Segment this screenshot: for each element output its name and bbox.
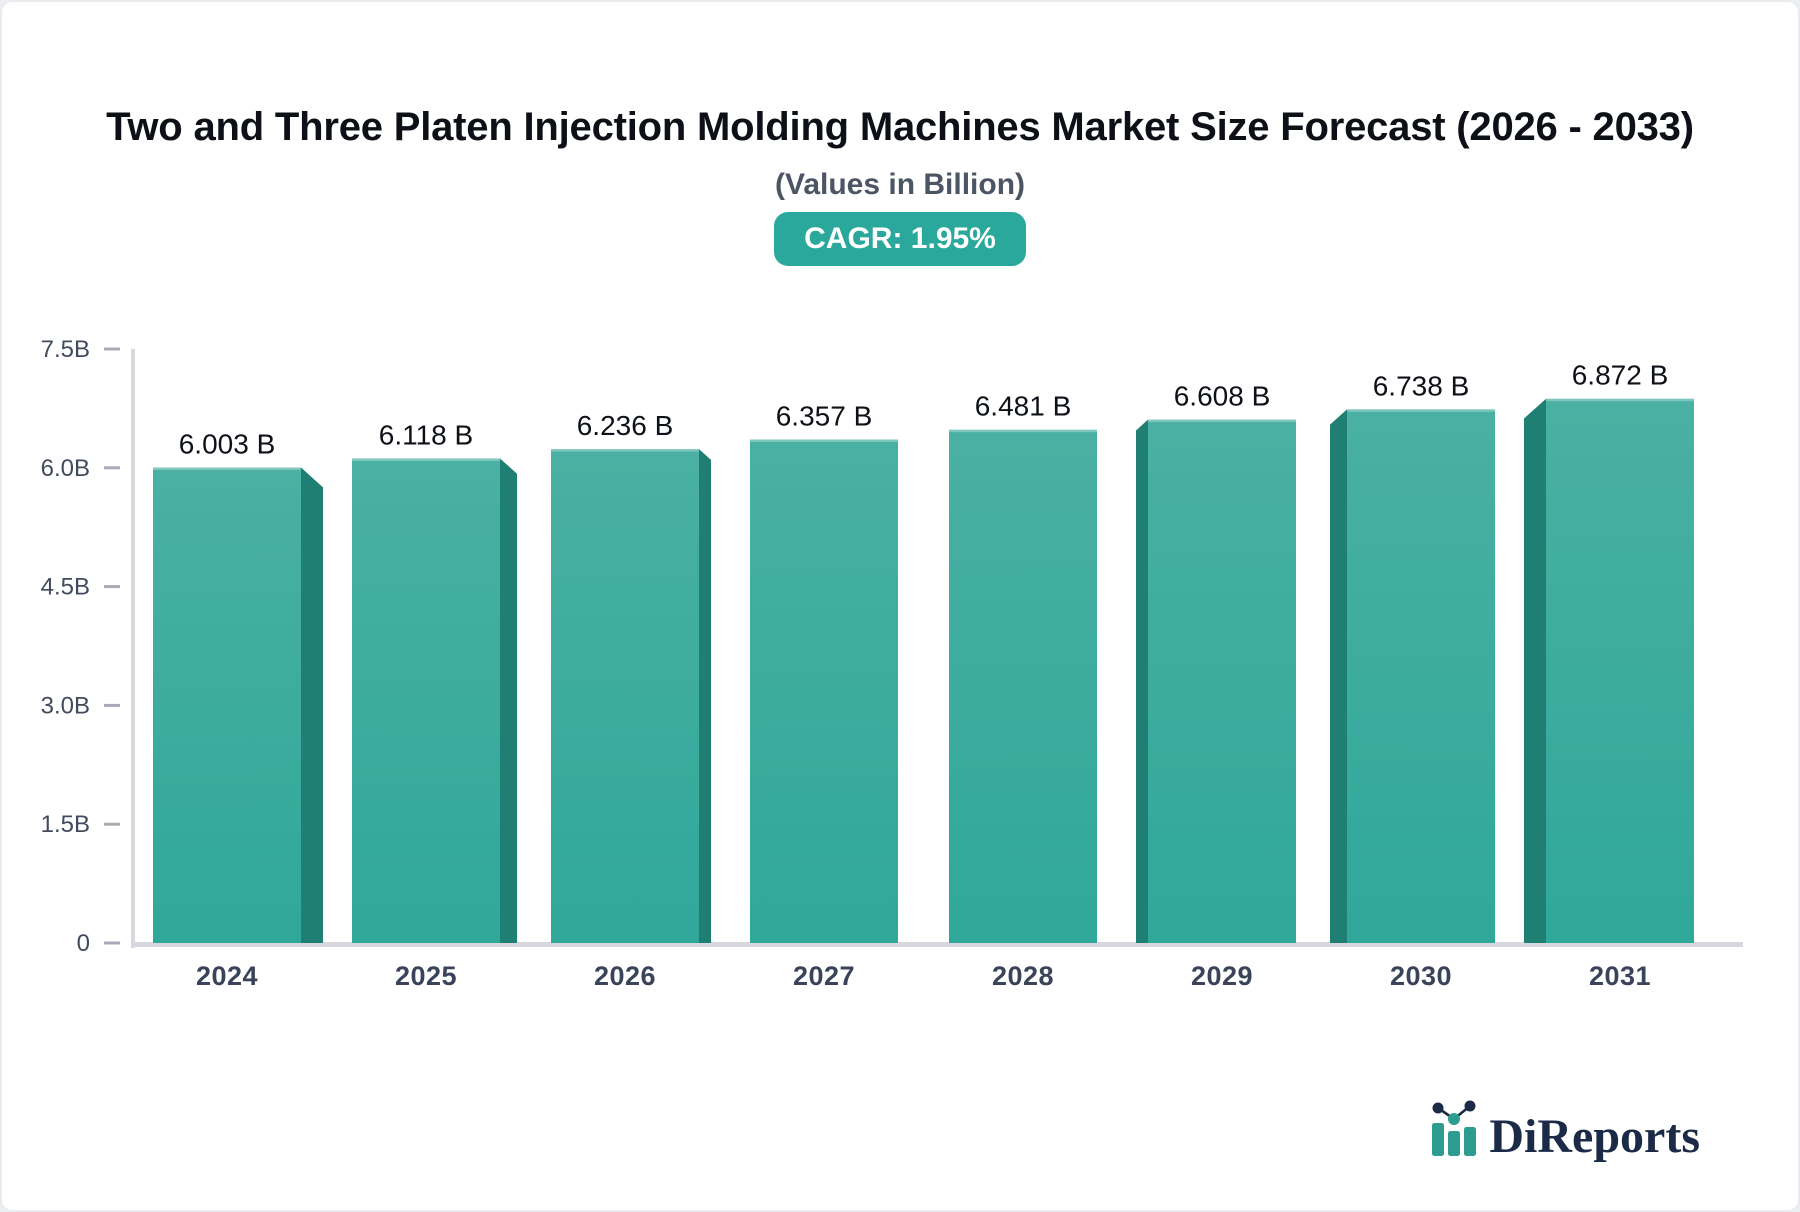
bar-group-2028: 6.481 B 2028 (949, 391, 1097, 991)
bar-2024 (153, 467, 301, 943)
x-axis-label-2031: 2031 (1589, 961, 1651, 991)
bar-group-2024: 6.003 B 2024 (153, 429, 323, 991)
bar-side-face (301, 467, 323, 943)
bar-group-2029: 6.608 B 2029 (1136, 381, 1296, 991)
chart-subtitle: (Values in Billion) (774, 168, 1026, 201)
bar-side-face (1136, 419, 1148, 944)
bar-top-highlight (1546, 398, 1694, 402)
x-axis-label-2026: 2026 (594, 961, 656, 991)
y-axis-label-7.5B: 7.5B (41, 336, 90, 363)
bar-side-face (1330, 409, 1347, 943)
x-axis-line (131, 942, 1743, 947)
chart-title: Two and Three Platen Injection Molding M… (106, 105, 1694, 149)
y-axis-label-6.0B: 6.0B (41, 455, 90, 482)
bar-2026 (551, 449, 699, 943)
bar-value-label-2031: 6.872 B (1572, 360, 1669, 391)
y-axis-line (131, 349, 135, 948)
x-axis-label-2029: 2029 (1191, 961, 1253, 991)
bar-2031 (1546, 398, 1694, 943)
bar-top-highlight (949, 429, 1097, 433)
bar-group-2031: 6.872 B 2031 (1524, 360, 1694, 991)
bar-top-highlight (352, 458, 500, 461)
bar-group-2030: 6.738 B 2030 (1330, 370, 1495, 991)
bar-group-2026: 6.236 B 2026 (551, 410, 711, 991)
bar-group-2025: 6.118 B 2025 (352, 419, 517, 991)
bar-top-highlight (750, 439, 898, 443)
brand-logo: DiReports (1428, 1096, 1700, 1164)
bar-2030 (1347, 409, 1495, 943)
y-axis-label-4.5B: 4.5B (41, 574, 90, 601)
bar-2029 (1148, 419, 1296, 944)
x-axis-label-2025: 2025 (395, 961, 457, 991)
chart-header: Two and Three Platen Injection Molding M… (2, 98, 1798, 266)
x-axis-label-2028: 2028 (992, 961, 1054, 991)
bar-group-2027: 6.357 B 2027 (750, 401, 898, 991)
y-tick-mark (104, 822, 120, 826)
x-axis-label-2024: 2024 (196, 961, 258, 991)
bar-value-label-2030: 6.738 B (1373, 370, 1470, 401)
bar-value-label-2025: 6.118 B (379, 419, 473, 450)
bar-top-highlight (153, 467, 301, 471)
bar-value-label-2029: 6.608 B (1174, 381, 1271, 412)
brand-name: DiReports (1489, 1110, 1700, 1164)
x-axis-label-2027: 2027 (793, 961, 855, 991)
bar-side-face (500, 458, 517, 943)
bar-value-label-2028: 6.481 B (975, 391, 1072, 422)
bar-value-label-2024: 6.003 B (179, 429, 276, 460)
bar-side-face (1524, 398, 1546, 943)
bar-value-label-2026: 6.236 B (577, 410, 674, 441)
y-tick-mark (104, 347, 120, 351)
bar-2027 (750, 439, 898, 943)
bar-top-highlight (1347, 409, 1495, 412)
y-tick-mark (104, 941, 120, 945)
bar-value-label-2027: 6.357 B (776, 401, 873, 432)
y-tick-mark (104, 466, 120, 470)
bar-2025 (352, 458, 500, 943)
bar-top-highlight (1148, 419, 1296, 423)
y-tick-mark (104, 585, 120, 589)
y-axis-label-1.5B: 1.5B (41, 811, 90, 838)
bar-chart-logo-icon (1432, 1100, 1477, 1156)
x-axis-label-2030: 2030 (1390, 961, 1452, 991)
y-axis-label-3.0B: 3.0B (41, 692, 90, 719)
bar-top-highlight (551, 449, 699, 452)
y-axis-label-0: 0 (77, 930, 90, 957)
bar-2028 (949, 429, 1097, 943)
bar-side-face (699, 449, 711, 943)
cagr-badge: CAGR: 1.95% (774, 212, 1026, 266)
y-tick-mark (104, 703, 120, 707)
